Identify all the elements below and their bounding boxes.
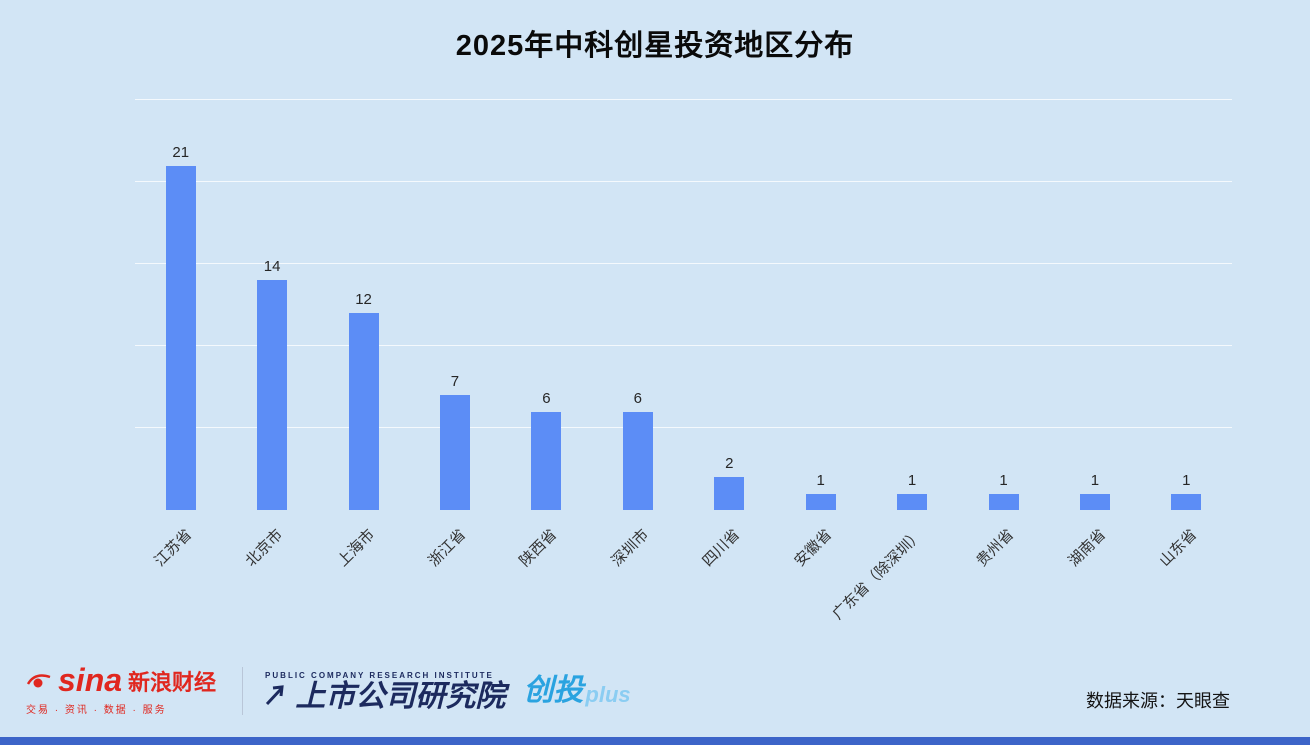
chuangtou-plus-logo: 创投 plus [523, 676, 630, 706]
sina-eye-icon [26, 670, 52, 695]
x-axis-label: 广东省（除深圳） [829, 526, 927, 624]
gridline [135, 345, 1232, 346]
sina-logo: sina 新浪财经 交易 · 资讯 · 数据 · 服务 [26, 662, 217, 716]
institute-name-en: PUBLIC COMPANY RESEARCH INSTITUTE [265, 670, 494, 680]
plus-brand-en: plus [585, 682, 631, 707]
bar-column: 6 陕西省 [501, 100, 592, 570]
bar [1079, 493, 1110, 510]
bar-value-label: 21 [172, 143, 190, 161]
bar-value-label: 1 [907, 471, 917, 489]
bar-value-label: 6 [633, 389, 642, 407]
sina-brand-name: 新浪财经 [128, 669, 217, 695]
bottom-strip [0, 737, 1310, 745]
arrow-icon [265, 680, 293, 713]
x-axis-label: 北京市 [242, 526, 287, 570]
bar [805, 493, 836, 510]
plus-brand-cn: 创投 [523, 674, 584, 707]
x-axis-label: 湖南省 [1065, 526, 1110, 570]
bar-column: 1 广东省（除深圳） [829, 100, 957, 623]
bar-column: 12 上海市 [318, 100, 409, 570]
bar [1171, 493, 1202, 510]
bar-column: 14 北京市 [226, 100, 317, 570]
footer-divider [242, 667, 244, 715]
bar-value-label: 1 [1090, 471, 1100, 489]
bar [897, 493, 928, 510]
bar-value-label: 7 [450, 373, 460, 391]
bar-column: 7 浙江省 [409, 100, 500, 570]
sina-wordmark: sina [58, 662, 123, 699]
x-axis-label: 四川省 [699, 526, 744, 570]
gridline [135, 263, 1232, 264]
footer: sina 新浪财经 交易 · 资讯 · 数据 · 服务 PUBLIC COMPA… [0, 645, 1310, 737]
bar [988, 493, 1019, 510]
bar-column: 1 湖南省 [1049, 100, 1140, 570]
x-axis-label: 陕西省 [516, 526, 561, 570]
gridline [135, 181, 1232, 182]
bar-column: 2 四川省 [684, 100, 775, 570]
bar-column: 1 山东省 [1141, 100, 1232, 570]
sina-tagline: 交易 · 资讯 · 数据 · 服务 [26, 704, 167, 716]
x-axis-label: 安徽省 [790, 526, 835, 570]
bar [531, 411, 562, 510]
plot-area: 21 江苏省 14 北京市 12 上海市 7 浙江省 6 陕西省 6 深圳市 2 四川省 1 安徽省 1 广东省（… [135, 99, 1232, 623]
bar-value-label: 14 [263, 258, 281, 276]
bar-value-label: 1 [816, 471, 825, 489]
x-axis-label: 江苏省 [150, 526, 195, 570]
x-axis-label: 浙江省 [425, 526, 470, 570]
bar [165, 165, 196, 510]
bar-column: 21 江苏省 [135, 100, 226, 570]
bar [348, 313, 379, 510]
bar-value-label: 12 [355, 291, 372, 309]
bar-value-label: 2 [725, 455, 734, 473]
data-source: 数据来源：天眼查 [1086, 691, 1230, 712]
bar-value-label: 1 [1182, 471, 1191, 489]
bar [439, 395, 470, 510]
x-axis-label: 上海市 [333, 526, 378, 570]
bar-column: 1 安徽省 [775, 100, 866, 570]
bar [714, 477, 745, 510]
bar-column: 1 贵州省 [958, 100, 1049, 570]
institute-logo: PUBLIC COMPANY RESEARCH INSTITUTE 上市公司研究… [265, 671, 505, 712]
institute-name-cn: 上市公司研究院 [265, 680, 505, 713]
bar [622, 411, 653, 510]
x-axis-label: 贵州省 [973, 526, 1018, 570]
chart-title: 2025年中科创星投资地区分布 [455, 30, 855, 62]
x-axis-label: 山东省 [1156, 526, 1201, 570]
gridline [135, 99, 1232, 100]
bar-value-label: 6 [542, 389, 551, 407]
bar-value-label: 1 [999, 471, 1008, 489]
bar [257, 280, 288, 510]
bar-column: 6 深圳市 [592, 100, 683, 570]
x-axis-label: 深圳市 [608, 526, 652, 570]
gridline [135, 427, 1232, 428]
